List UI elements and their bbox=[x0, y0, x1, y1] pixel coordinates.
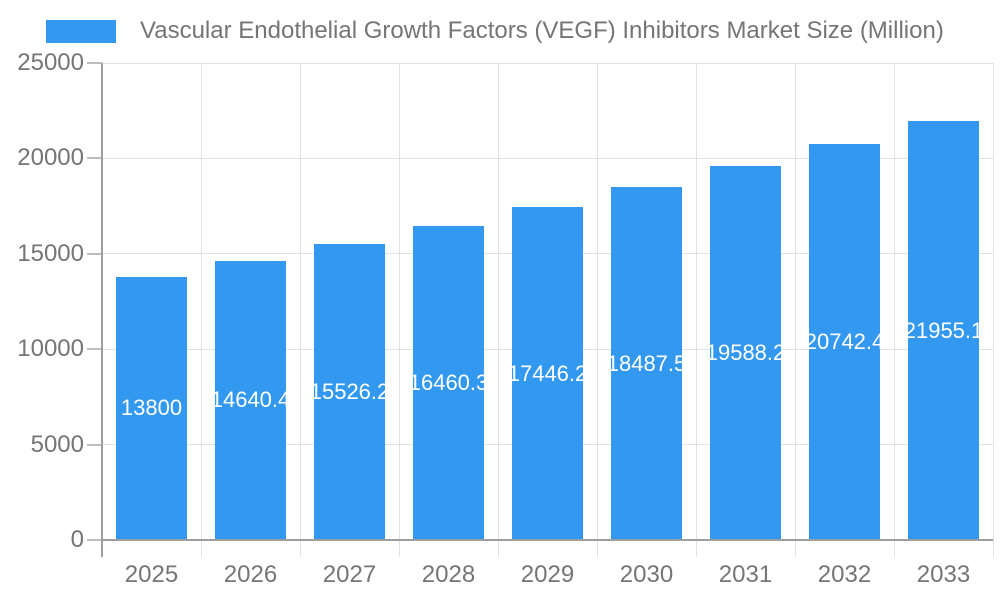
x-axis-label-2032: 2032 bbox=[817, 561, 872, 588]
x-axis-label-2025: 2025 bbox=[124, 561, 179, 588]
gridline-vertical bbox=[794, 63, 796, 557]
y-axis-line bbox=[101, 63, 103, 557]
y-axis-tick-label: 10000 bbox=[17, 335, 84, 363]
x-axis-label-2028: 2028 bbox=[421, 561, 476, 588]
bar-2027[interactable]: 15526.2 bbox=[314, 243, 385, 540]
x-axis-label-2033: 2033 bbox=[916, 561, 971, 588]
legend[interactable]: Vascular Endothelial Growth Factors (VEG… bbox=[46, 17, 944, 45]
gridline-horizontal bbox=[102, 62, 993, 64]
gridline-vertical bbox=[695, 63, 697, 557]
y-axis-tick bbox=[87, 62, 102, 64]
bar-2028[interactable]: 16460.3 bbox=[413, 225, 484, 540]
y-axis-tick bbox=[87, 348, 102, 351]
gridline-vertical bbox=[596, 63, 598, 557]
gridline-vertical bbox=[992, 63, 994, 557]
bar-2030[interactable]: 18487.5 bbox=[611, 187, 682, 540]
x-axis-label-2031: 2031 bbox=[718, 561, 773, 588]
x-axis-label-2030: 2030 bbox=[619, 561, 674, 588]
y-axis-tick-label: 25000 bbox=[17, 49, 84, 76]
gridline-vertical bbox=[200, 63, 202, 557]
bar-2029[interactable]: 17446.2 bbox=[512, 207, 583, 540]
y-axis-tick-label: 20000 bbox=[17, 144, 84, 172]
bar-value-label: 13800 bbox=[120, 395, 183, 421]
bar-value-label: 19588.2 bbox=[710, 340, 781, 366]
x-axis-label-2026: 2026 bbox=[223, 561, 278, 588]
bar-2032[interactable]: 20742.4 bbox=[809, 144, 880, 540]
gridline-vertical bbox=[497, 63, 499, 557]
bar-value-label: 15526.2 bbox=[314, 378, 385, 404]
bar-2026[interactable]: 14640.4 bbox=[215, 260, 286, 540]
bar-value-label: 18487.5 bbox=[611, 350, 682, 376]
y-axis-tick bbox=[87, 539, 102, 541]
bar-value-label: 16460.3 bbox=[413, 369, 484, 395]
y-axis-tick bbox=[87, 157, 102, 160]
x-axis-label-2029: 2029 bbox=[520, 561, 575, 588]
gridline-vertical bbox=[299, 63, 301, 557]
bar-2031[interactable]: 19588.2 bbox=[710, 166, 781, 540]
x-axis-label-2027: 2027 bbox=[322, 561, 377, 588]
gridline-horizontal bbox=[102, 157, 993, 159]
bar-value-label: 17446.2 bbox=[512, 360, 583, 386]
bar-value-label: 20742.4 bbox=[809, 329, 880, 355]
gridline-vertical bbox=[398, 63, 400, 557]
y-axis-tick-label: 0 bbox=[70, 526, 84, 553]
y-axis-tick bbox=[87, 443, 102, 446]
y-axis-tick-label: 15000 bbox=[17, 239, 84, 267]
bar-value-label: 21955.1 bbox=[908, 317, 979, 343]
y-axis-tick bbox=[87, 252, 102, 255]
x-axis-line bbox=[102, 539, 993, 541]
chart-title: Vascular Endothelial Growth Factors (VEG… bbox=[140, 17, 944, 44]
y-axis-tick-label: 5000 bbox=[30, 430, 84, 458]
bar-2033[interactable]: 21955.1 bbox=[908, 121, 979, 540]
bar-2025[interactable]: 13800 bbox=[116, 276, 187, 540]
bar-value-label: 14640.4 bbox=[215, 387, 286, 413]
gridline-vertical bbox=[893, 63, 895, 557]
legend-swatch bbox=[46, 19, 116, 43]
